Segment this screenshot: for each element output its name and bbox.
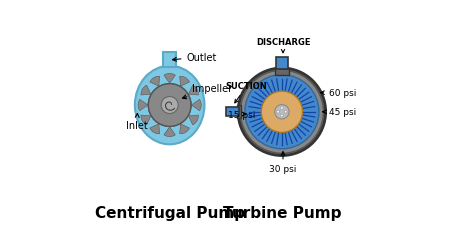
Text: Outlet: Outlet xyxy=(173,52,217,63)
Wedge shape xyxy=(189,116,199,125)
Circle shape xyxy=(238,69,326,156)
Circle shape xyxy=(275,105,289,119)
Bar xyxy=(226,108,239,117)
Circle shape xyxy=(281,107,283,110)
Circle shape xyxy=(261,92,302,133)
Wedge shape xyxy=(180,124,190,134)
Bar xyxy=(276,57,288,70)
Text: Impeller: Impeller xyxy=(182,84,232,99)
Circle shape xyxy=(284,111,287,114)
Circle shape xyxy=(281,115,283,117)
Wedge shape xyxy=(189,86,199,95)
Bar xyxy=(164,53,176,68)
Wedge shape xyxy=(164,127,175,137)
Wedge shape xyxy=(164,74,175,84)
Wedge shape xyxy=(180,77,190,87)
Text: 15 psi: 15 psi xyxy=(228,110,255,119)
Text: Turbine Pump: Turbine Pump xyxy=(223,205,341,220)
Text: 60 psi: 60 psi xyxy=(321,89,356,98)
Circle shape xyxy=(245,75,319,149)
Text: DISCHARGE: DISCHARGE xyxy=(256,37,310,54)
Text: 45 psi: 45 psi xyxy=(323,108,356,117)
Circle shape xyxy=(161,97,178,114)
Wedge shape xyxy=(150,77,160,87)
Text: SUCTION: SUCTION xyxy=(226,82,267,104)
Ellipse shape xyxy=(135,66,204,145)
Circle shape xyxy=(148,84,191,127)
Wedge shape xyxy=(150,124,160,134)
Bar xyxy=(237,106,241,119)
Text: Centrifugal Pump: Centrifugal Pump xyxy=(95,205,245,220)
Wedge shape xyxy=(141,116,151,125)
Text: 30 psi: 30 psi xyxy=(269,152,297,174)
Wedge shape xyxy=(141,86,151,95)
Circle shape xyxy=(240,71,323,154)
Wedge shape xyxy=(191,100,201,111)
Wedge shape xyxy=(138,100,148,111)
Bar xyxy=(275,69,289,76)
Circle shape xyxy=(148,84,191,127)
Circle shape xyxy=(277,111,279,114)
Text: Inlet: Inlet xyxy=(126,114,147,131)
